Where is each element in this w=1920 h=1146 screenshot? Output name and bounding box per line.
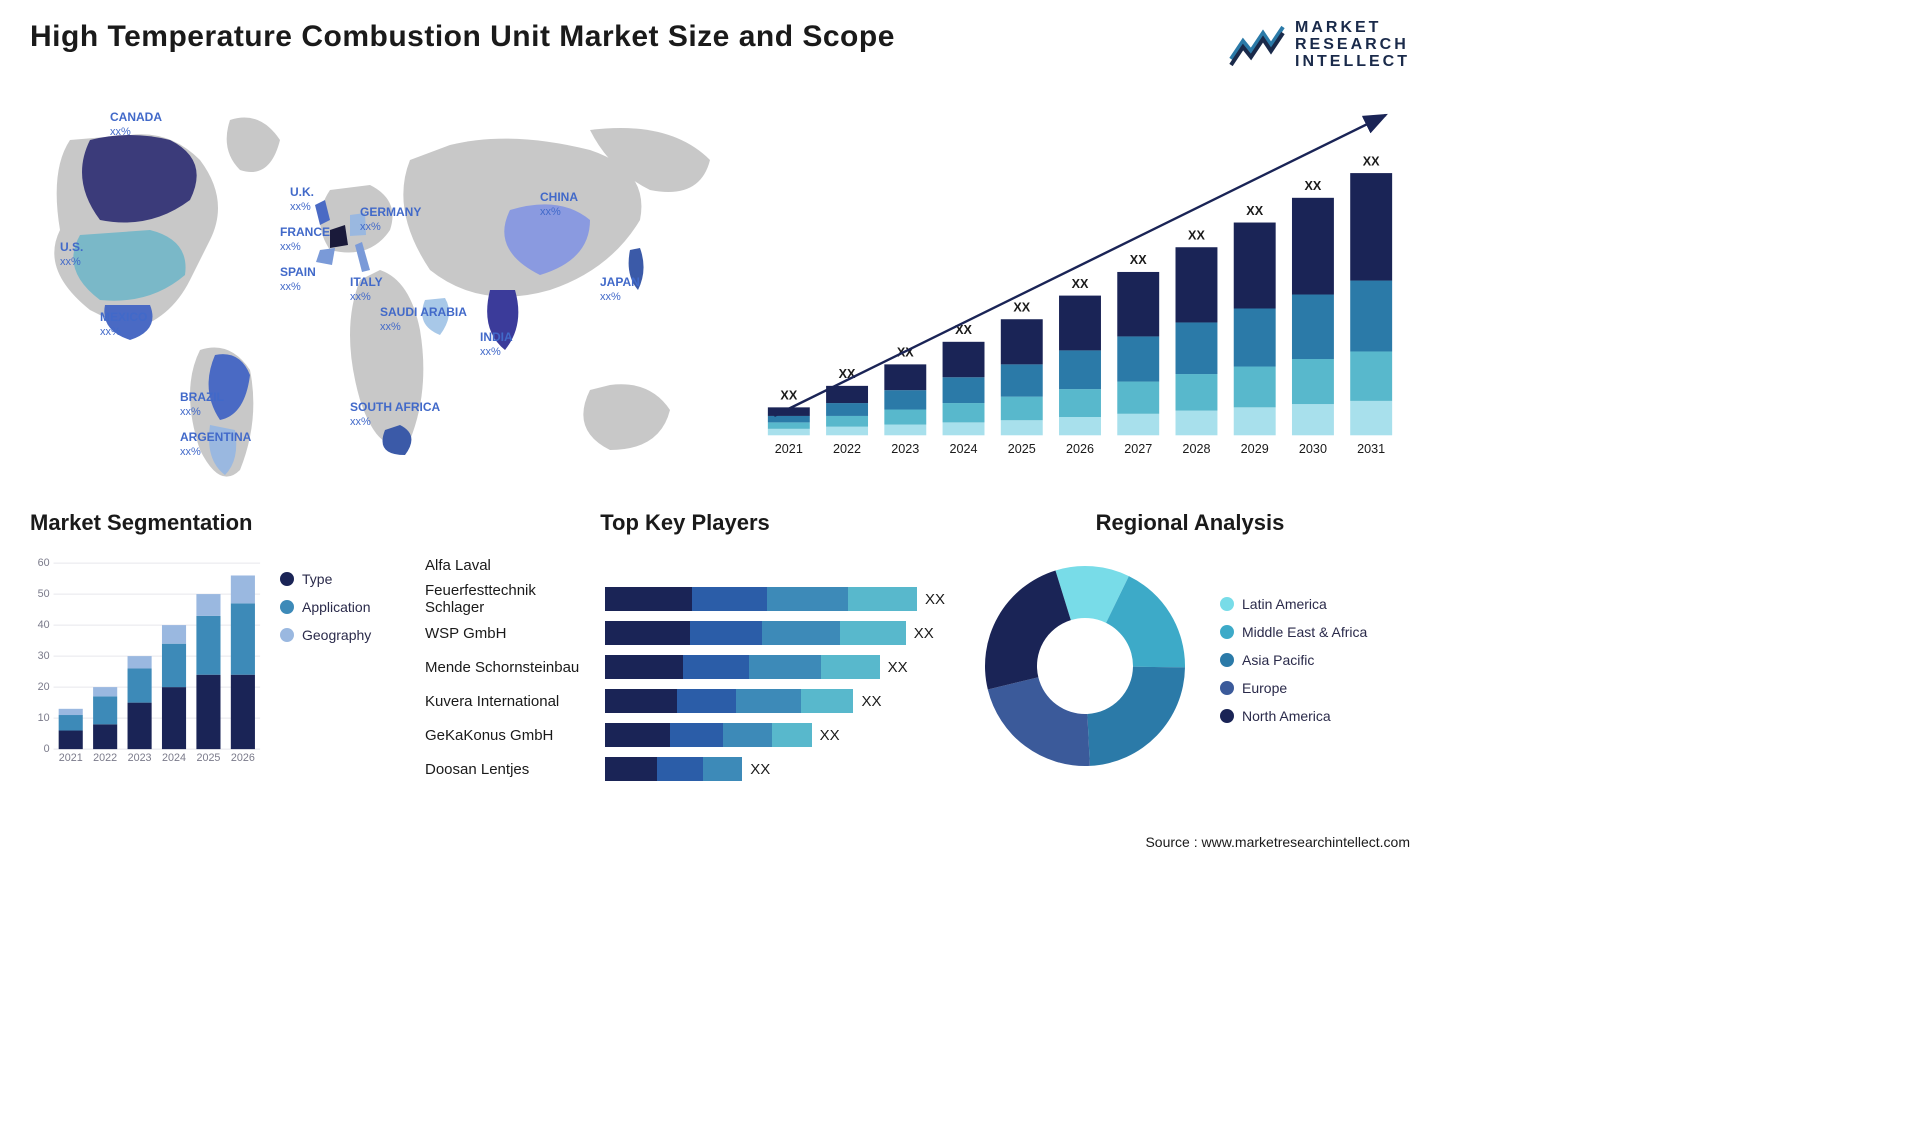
main-growth-chart: XX 2021 XX 2022 XX 2023 XX 2024 XX 2025 XX 2026 XX 20… (750, 90, 1410, 470)
svg-text:2023: 2023 (891, 442, 919, 456)
svg-text:2021: 2021 (775, 442, 803, 456)
svg-text:2025: 2025 (1008, 442, 1036, 456)
segmentation-title: Market Segmentation (30, 510, 400, 536)
region-legend-latin-america: Latin America (1220, 596, 1410, 612)
svg-text:XX: XX (1188, 229, 1205, 243)
map-label-mexico: MEXICOxx% (100, 310, 147, 338)
svg-text:20: 20 (38, 681, 50, 693)
map-label-brazil: BRAZILxx% (180, 390, 224, 418)
svg-text:2021: 2021 (59, 752, 83, 764)
segmentation-chart: 0 10 20 30 40 50 60 2021 2022 2023 2024 2025 2026 (30, 551, 265, 771)
source-line: Source : www.marketresearchintellect.com (1145, 834, 1410, 850)
map-label-canada: CANADAxx% (110, 110, 162, 138)
svg-text:2026: 2026 (1066, 442, 1094, 456)
svg-text:60: 60 (38, 557, 50, 569)
svg-text:2031: 2031 (1357, 442, 1385, 456)
svg-text:2023: 2023 (128, 752, 152, 764)
map-label-italy: ITALYxx% (350, 275, 383, 303)
player-row: Mende SchornsteinbauXX (425, 653, 945, 681)
logo-line3: INTELLECT (1295, 54, 1410, 71)
player-row: Doosan LentjesXX (425, 755, 945, 783)
svg-text:2026: 2026 (231, 752, 255, 764)
svg-text:30: 30 (38, 650, 50, 662)
svg-text:XX: XX (1130, 254, 1147, 268)
logo-line2: RESEARCH (1295, 37, 1410, 54)
map-label-south-africa: SOUTH AFRICAxx% (350, 400, 440, 428)
svg-text:10: 10 (38, 712, 50, 724)
players-title: Top Key Players (425, 510, 945, 536)
map-label-germany: GERMANYxx% (360, 205, 421, 233)
regional-legend: Latin America Middle East & Africa Asia Pa… (1220, 596, 1410, 736)
svg-text:2024: 2024 (949, 442, 977, 456)
brand-logo: MARKET RESEARCH INTELLECT (1229, 20, 1410, 70)
logo-icon (1229, 23, 1285, 67)
segmentation-legend: Type Application Geography (280, 551, 400, 771)
region-legend-europe: Europe (1220, 680, 1410, 696)
logo-line1: MARKET (1295, 20, 1410, 37)
players-chart: Alfa Laval Feuerfesttechnik SchlagerXX WSP… (425, 551, 945, 783)
seg-legend-geography: Geography (280, 627, 400, 643)
svg-text:2022: 2022 (833, 442, 861, 456)
svg-text:2022: 2022 (93, 752, 117, 764)
seg-legend-type: Type (280, 571, 400, 587)
player-row: GeKaKonus GmbHXX (425, 721, 945, 749)
regional-title: Regional Analysis (970, 510, 1410, 536)
map-label-china: CHINAxx% (540, 190, 578, 218)
world-map: CANADAxx% U.S.xx% MEXICOxx% BRAZILxx% ARGENT… (30, 90, 720, 490)
svg-text:XX: XX (1305, 179, 1322, 193)
svg-text:50: 50 (38, 588, 50, 600)
region-legend-north-america: North America (1220, 708, 1410, 724)
map-label-u.k.: U.K.xx% (290, 185, 314, 213)
svg-text:XX: XX (1363, 155, 1380, 169)
svg-text:XX: XX (1246, 204, 1263, 218)
map-label-france: FRANCExx% (280, 225, 330, 253)
map-label-spain: SPAINxx% (280, 265, 316, 293)
region-legend-middle-east-africa: Middle East & Africa (1220, 624, 1410, 640)
svg-text:0: 0 (44, 743, 50, 755)
svg-text:XX: XX (1013, 301, 1030, 315)
seg-legend-application: Application (280, 599, 400, 615)
svg-text:2025: 2025 (196, 752, 220, 764)
region-legend-asia-pacific: Asia Pacific (1220, 652, 1410, 668)
svg-text:2030: 2030 (1299, 442, 1327, 456)
svg-text:2029: 2029 (1241, 442, 1269, 456)
map-label-u.s.: U.S.xx% (60, 240, 83, 268)
player-row: WSP GmbHXX (425, 619, 945, 647)
svg-text:2024: 2024 (162, 752, 186, 764)
player-row: Kuvera InternationalXX (425, 687, 945, 715)
map-label-argentina: ARGENTINAxx% (180, 430, 251, 458)
page-title: High Temperature Combustion Unit Market … (30, 20, 895, 54)
map-label-india: INDIAxx% (480, 330, 513, 358)
svg-text:XX: XX (1072, 277, 1089, 291)
svg-text:2028: 2028 (1182, 442, 1210, 456)
regional-donut (970, 551, 1200, 781)
map-label-japan: JAPANxx% (600, 275, 640, 303)
svg-text:XX: XX (780, 389, 797, 403)
map-label-saudi-arabia: SAUDI ARABIAxx% (380, 305, 467, 333)
player-row: Alfa Laval (425, 551, 945, 579)
player-row: Feuerfesttechnik SchlagerXX (425, 585, 945, 613)
svg-text:2027: 2027 (1124, 442, 1152, 456)
svg-text:40: 40 (38, 619, 50, 631)
